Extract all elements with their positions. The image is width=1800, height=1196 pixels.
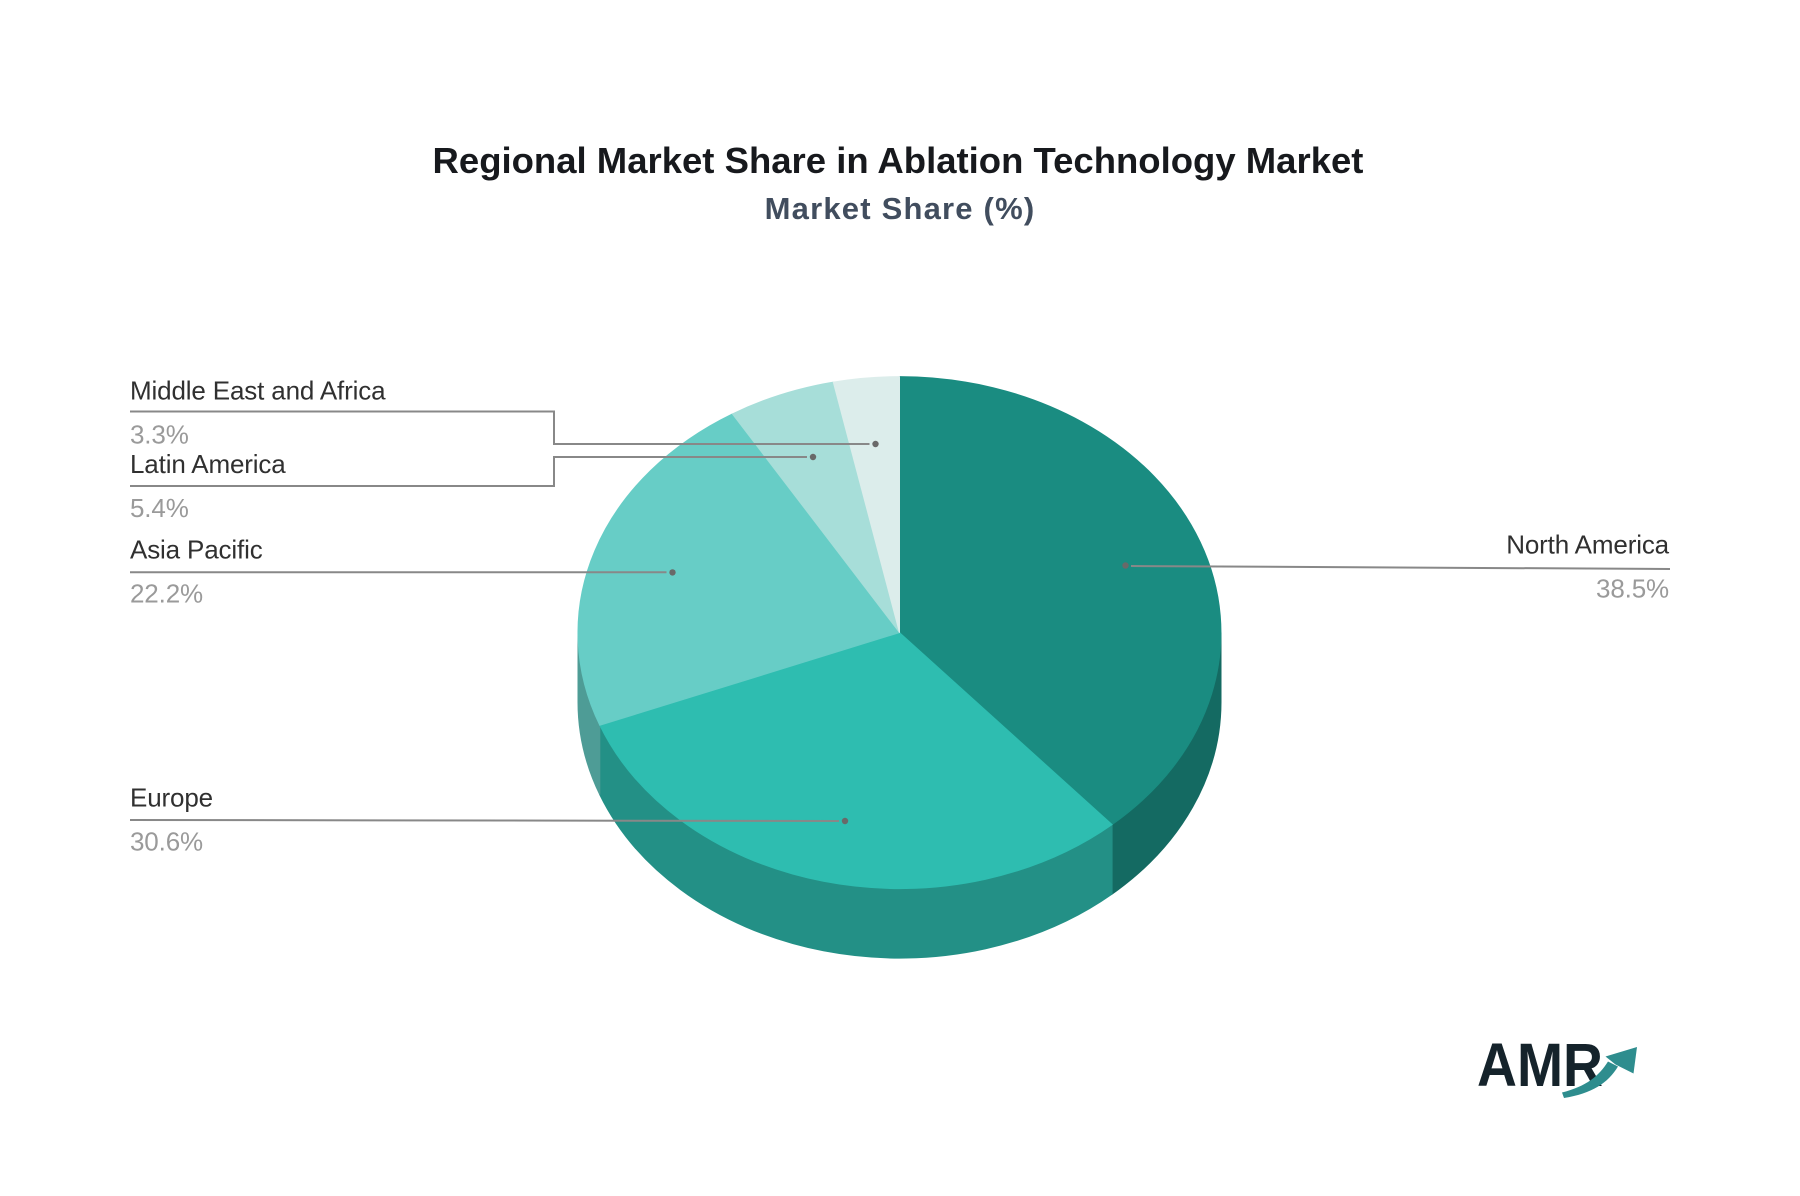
- svg-text:North America: North America: [1506, 529, 1669, 559]
- svg-text:38.5%: 38.5%: [1596, 573, 1669, 603]
- svg-text:Regional Market Share in Ablat: Regional Market Share in Ablation Techno…: [433, 140, 1364, 181]
- svg-text:Latin America: Latin America: [130, 449, 286, 479]
- svg-text:3.3%: 3.3%: [130, 420, 189, 450]
- svg-text:Asia Pacific: Asia Pacific: [130, 534, 263, 564]
- svg-text:30.6%: 30.6%: [130, 826, 203, 856]
- svg-text:Middle East and Africa: Middle East and Africa: [130, 376, 386, 406]
- svg-text:22.2%: 22.2%: [130, 578, 203, 608]
- svg-text:5.4%: 5.4%: [130, 493, 189, 523]
- svg-text:Market Share (%): Market Share (%): [765, 191, 1036, 226]
- svg-text:Europe: Europe: [130, 782, 213, 812]
